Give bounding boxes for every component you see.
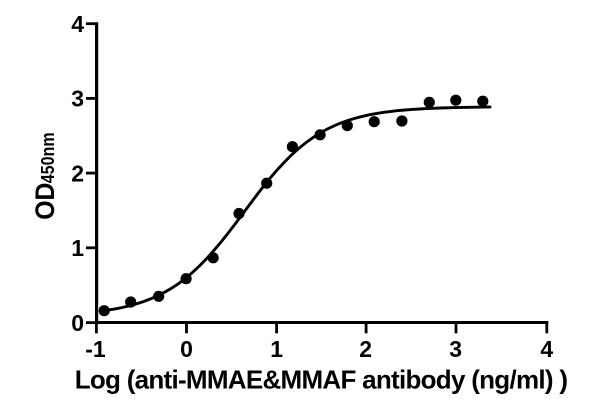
svg-text:4: 4 (540, 336, 553, 362)
svg-text:2: 2 (359, 336, 372, 362)
svg-text:4: 4 (71, 11, 84, 37)
svg-text:2: 2 (71, 160, 84, 186)
svg-text:OD: OD (31, 183, 60, 220)
svg-text:Log (anti-MMAE&MMAF antibody (: Log (anti-MMAE&MMAF antibody (ng/ml) ) (75, 365, 568, 395)
svg-text:0: 0 (71, 310, 84, 336)
svg-text:3: 3 (449, 336, 462, 362)
svg-text:1: 1 (270, 336, 283, 362)
svg-text:3: 3 (71, 86, 84, 112)
svg-text:1: 1 (71, 235, 84, 261)
svg-text:-1: -1 (85, 336, 106, 362)
svg-text:450nm: 450nm (37, 132, 58, 183)
svg-text:0: 0 (180, 336, 193, 362)
